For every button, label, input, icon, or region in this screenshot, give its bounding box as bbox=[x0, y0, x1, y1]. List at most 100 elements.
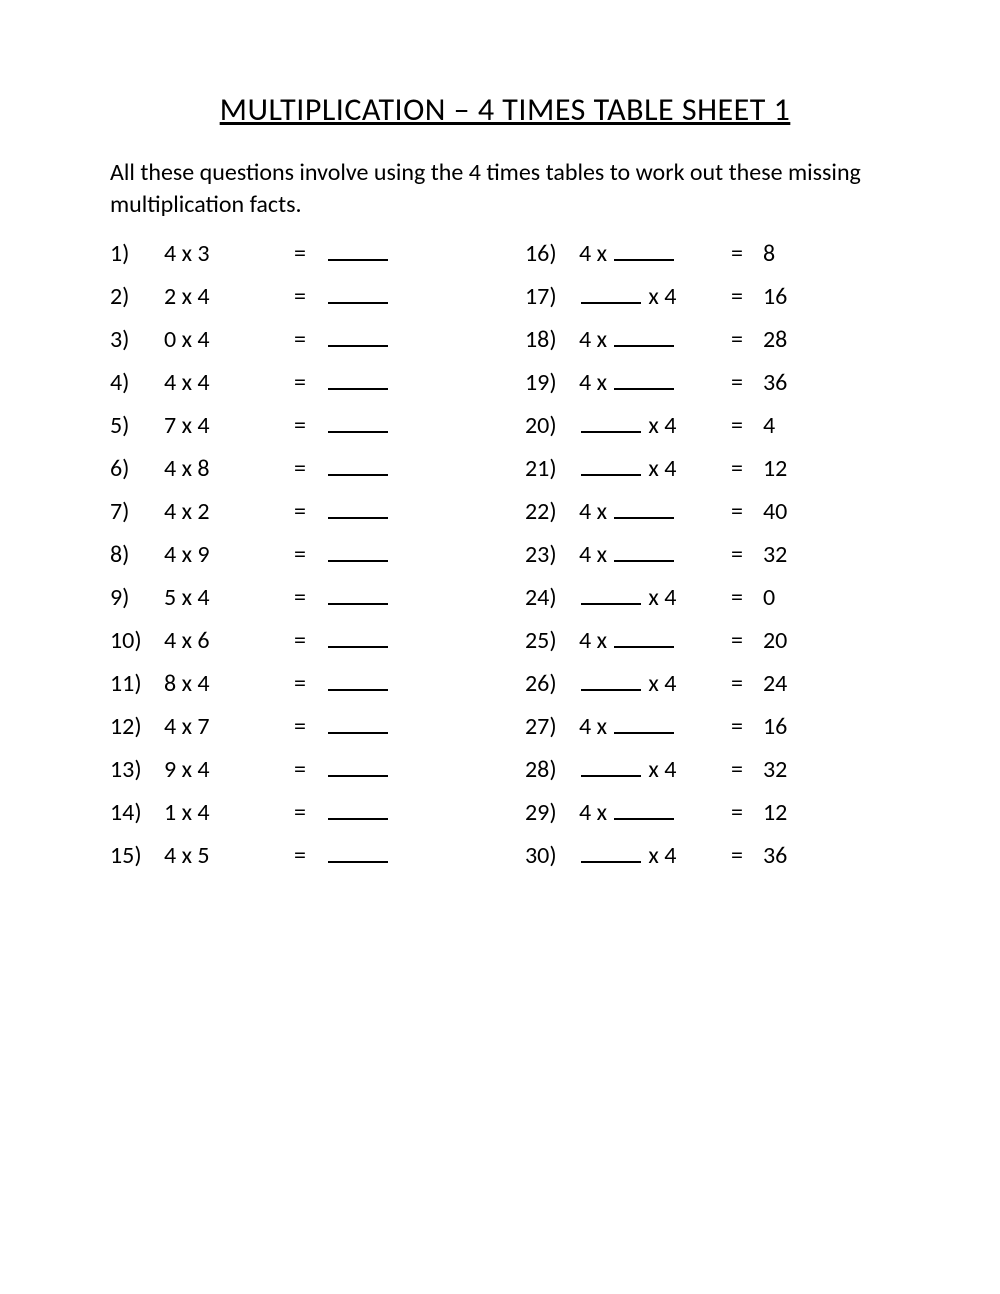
expression: x 4 bbox=[579, 748, 731, 791]
problem-row: 26) x 4=24 bbox=[525, 662, 900, 705]
problem-number: 23) bbox=[525, 533, 579, 576]
answer-value: 40 bbox=[763, 490, 787, 533]
times-symbol: x bbox=[176, 325, 197, 354]
factor-b: 4 bbox=[197, 368, 209, 397]
problem-row: 30) x 4=36 bbox=[525, 834, 900, 877]
answer-blank[interactable] bbox=[328, 324, 388, 346]
equals-symbol: = bbox=[294, 834, 326, 877]
factor-blank[interactable] bbox=[614, 238, 674, 260]
problem-row: 28) x 4=32 bbox=[525, 748, 900, 791]
equals-symbol: = bbox=[294, 361, 326, 404]
equals-symbol: = bbox=[731, 705, 763, 748]
problem-number: 16) bbox=[525, 232, 579, 275]
factor-blank[interactable] bbox=[614, 496, 674, 518]
answer-blank[interactable] bbox=[328, 754, 388, 776]
problem-row: 15)4 x 5= bbox=[110, 834, 485, 877]
expression: 2 x 4 bbox=[164, 275, 294, 318]
problem-row: 5)7 x 4= bbox=[110, 404, 485, 447]
factor-blank[interactable] bbox=[614, 539, 674, 561]
factor-blank[interactable] bbox=[614, 367, 674, 389]
factor-blank[interactable] bbox=[581, 453, 641, 475]
problem-number: 21) bbox=[525, 447, 579, 490]
problem-row: 14)1 x 4= bbox=[110, 791, 485, 834]
factor-blank[interactable] bbox=[581, 281, 641, 303]
factor-b: 4 bbox=[197, 755, 209, 784]
answer-value: 16 bbox=[763, 705, 787, 748]
answer-blank[interactable] bbox=[328, 668, 388, 690]
factor-blank[interactable] bbox=[581, 754, 641, 776]
factor-blank[interactable] bbox=[581, 410, 641, 432]
answer-blank[interactable] bbox=[328, 625, 388, 647]
equals-symbol: = bbox=[731, 748, 763, 791]
answer-blank[interactable] bbox=[328, 797, 388, 819]
factor-blank[interactable] bbox=[614, 797, 674, 819]
expression: 4 x 8 bbox=[164, 447, 294, 490]
answer-value: 36 bbox=[763, 361, 787, 404]
times-symbol: x bbox=[591, 626, 612, 655]
problem-number: 15) bbox=[110, 834, 164, 877]
times-symbol: x bbox=[643, 454, 664, 483]
factor-b: 6 bbox=[197, 626, 209, 655]
factor-blank[interactable] bbox=[581, 840, 641, 862]
factor-b: 4 bbox=[197, 583, 209, 612]
expression: 4 x bbox=[579, 318, 731, 361]
answer-blank[interactable] bbox=[328, 281, 388, 303]
factor-blank[interactable] bbox=[581, 582, 641, 604]
problem-row: 22)4 x =40 bbox=[525, 490, 900, 533]
expression: 4 x 6 bbox=[164, 619, 294, 662]
answer-blank[interactable] bbox=[328, 238, 388, 260]
factor-b: 5 bbox=[197, 841, 209, 870]
answer-value: 24 bbox=[763, 662, 787, 705]
equals-symbol: = bbox=[731, 791, 763, 834]
factor-a: 1 bbox=[164, 798, 176, 827]
problem-row: 16)4 x =8 bbox=[525, 232, 900, 275]
factor-b: 9 bbox=[197, 540, 209, 569]
problem-row: 11)8 x 4= bbox=[110, 662, 485, 705]
expression: 0 x 4 bbox=[164, 318, 294, 361]
problem-row: 3)0 x 4= bbox=[110, 318, 485, 361]
factor-blank[interactable] bbox=[614, 711, 674, 733]
worksheet-page: MULTIPLICATION – 4 TIMES TABLE SHEET 1 A… bbox=[0, 0, 1000, 877]
problem-number: 22) bbox=[525, 490, 579, 533]
problem-number: 3) bbox=[110, 318, 164, 361]
times-symbol: x bbox=[643, 841, 664, 870]
answer-blank[interactable] bbox=[328, 711, 388, 733]
answer-blank[interactable] bbox=[328, 582, 388, 604]
problem-number: 5) bbox=[110, 404, 164, 447]
factor-a: 4 bbox=[164, 368, 176, 397]
answer-value: 8 bbox=[763, 232, 775, 275]
answer-blank[interactable] bbox=[328, 453, 388, 475]
factor-a: 4 bbox=[164, 712, 176, 741]
answer-blank[interactable] bbox=[328, 410, 388, 432]
problem-row: 27)4 x =16 bbox=[525, 705, 900, 748]
factor-blank[interactable] bbox=[614, 324, 674, 346]
answer-blank[interactable] bbox=[328, 496, 388, 518]
answer-value: 4 bbox=[763, 404, 775, 447]
answer-blank[interactable] bbox=[328, 367, 388, 389]
factor-blank[interactable] bbox=[581, 668, 641, 690]
expression: x 4 bbox=[579, 447, 731, 490]
expression: 4 x bbox=[579, 791, 731, 834]
equals-symbol: = bbox=[294, 619, 326, 662]
answer-value: 20 bbox=[763, 619, 787, 662]
equals-symbol: = bbox=[731, 662, 763, 705]
problem-number: 13) bbox=[110, 748, 164, 791]
factor-blank[interactable] bbox=[614, 625, 674, 647]
times-symbol: x bbox=[176, 712, 197, 741]
factor-a: 0 bbox=[164, 325, 176, 354]
times-symbol: x bbox=[643, 411, 664, 440]
factor-a: 4 bbox=[164, 239, 176, 268]
problem-row: 20) x 4=4 bbox=[525, 404, 900, 447]
equals-symbol: = bbox=[731, 619, 763, 662]
answer-blank[interactable] bbox=[328, 539, 388, 561]
known-factor: 4 bbox=[664, 669, 676, 698]
known-factor: 4 bbox=[664, 411, 676, 440]
equals-symbol: = bbox=[294, 576, 326, 619]
problem-row: 21) x 4=12 bbox=[525, 447, 900, 490]
equals-symbol: = bbox=[294, 748, 326, 791]
times-symbol: x bbox=[176, 368, 197, 397]
expression: x 4 bbox=[579, 576, 731, 619]
answer-blank[interactable] bbox=[328, 840, 388, 862]
answer-value: 12 bbox=[763, 447, 787, 490]
times-symbol: x bbox=[176, 454, 197, 483]
